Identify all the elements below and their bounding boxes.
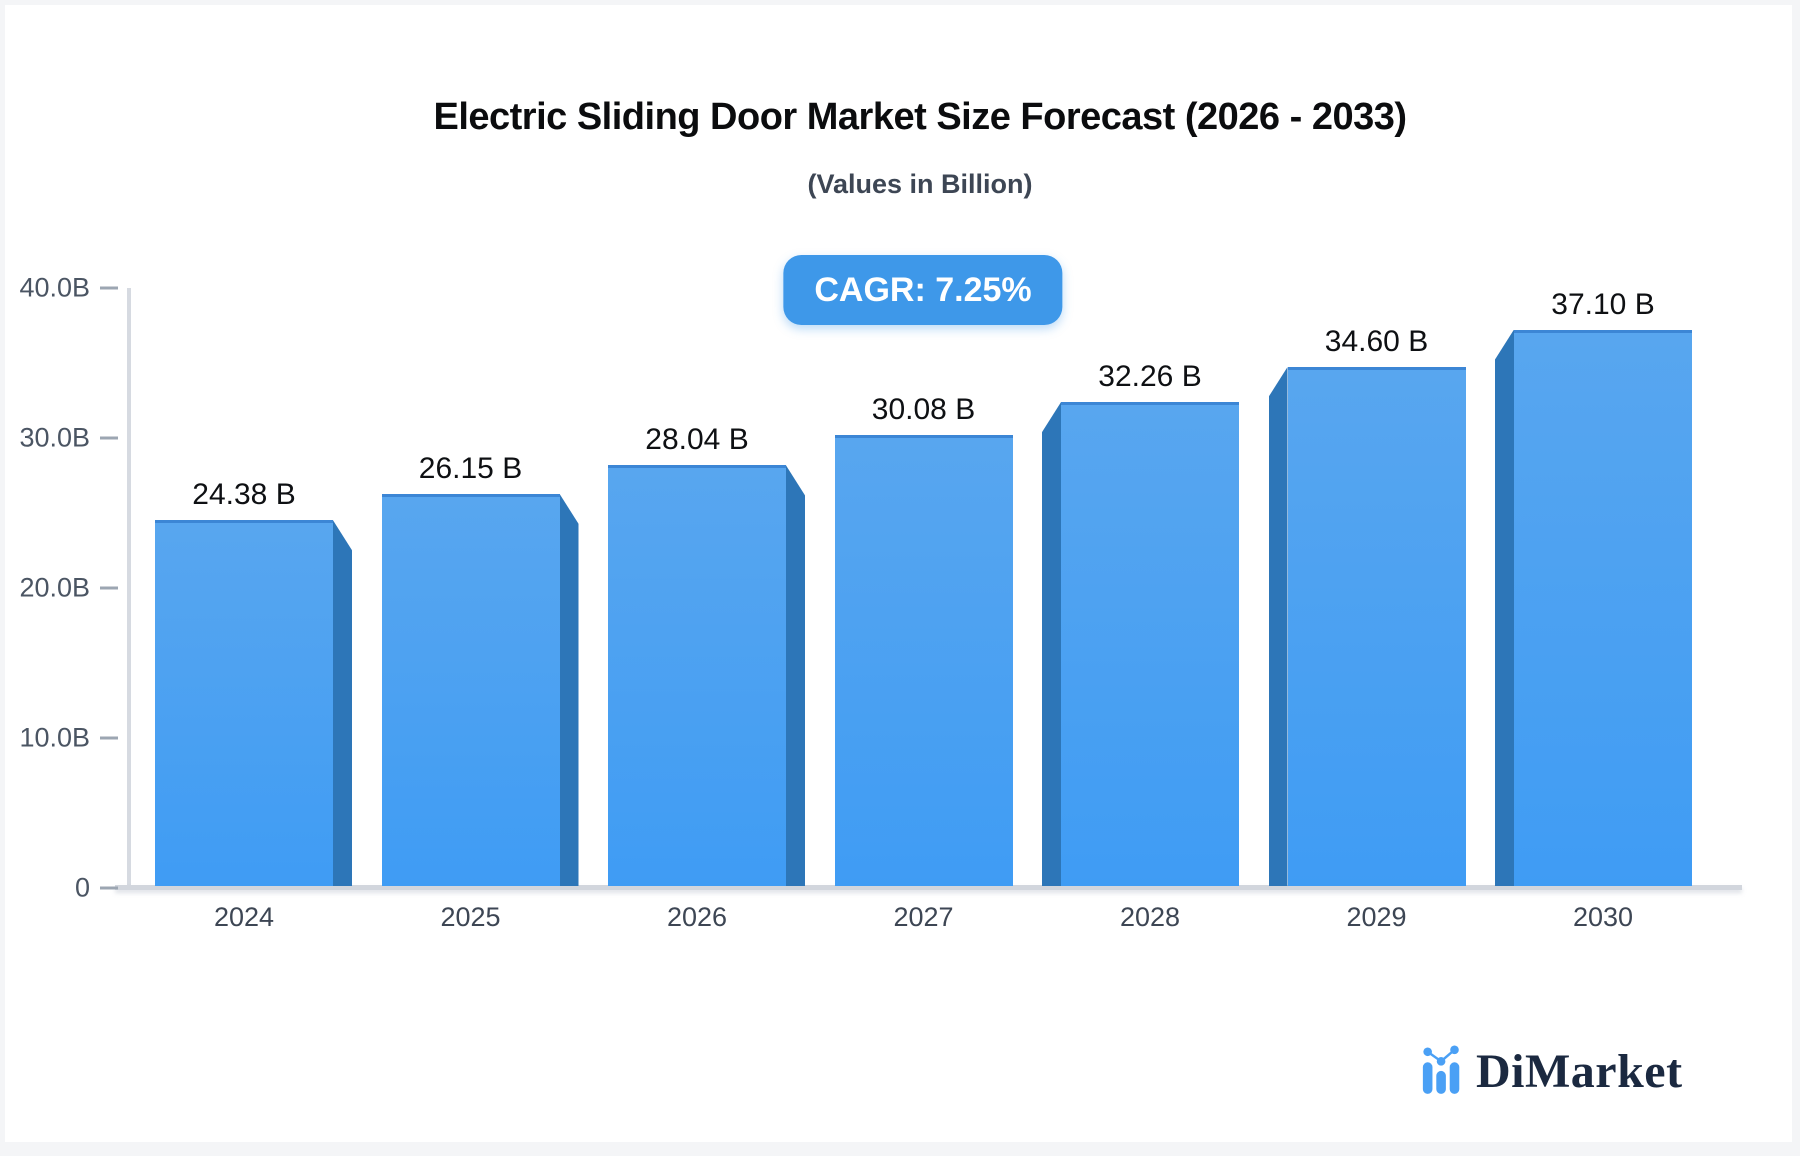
bar-2027 — [834, 434, 1013, 886]
x-tick-label-2025: 2025 — [440, 902, 501, 932]
bar-extrusion-side — [559, 493, 579, 886]
y-tick-label: 20.0B — [19, 572, 90, 603]
x-tick-label-2024: 2024 — [213, 902, 275, 932]
chart-subtitle: (Values in Billion) — [807, 169, 1033, 199]
y-tick-dash — [100, 436, 118, 440]
x-tick-label-2027: 2027 — [893, 902, 954, 932]
bar-extrusion-side — [1495, 329, 1514, 886]
y-tick-dash — [100, 736, 118, 740]
y-tick-label: 30.0B — [19, 422, 90, 453]
y-axis-line — [127, 288, 131, 886]
bar-value-label: 24.38 B — [192, 478, 296, 512]
y-tick-dash — [100, 886, 118, 890]
x-axis-line — [115, 885, 1742, 890]
x-tick-label-2030: 2030 — [1572, 902, 1634, 932]
cagr-badge: CAGR: 7.25% — [783, 255, 1063, 325]
bar-2028 — [1061, 402, 1239, 886]
bar-extrusion-side — [1268, 367, 1288, 886]
bar-value-label: 32.26 B — [1098, 360, 1202, 394]
bar-2030 — [1514, 329, 1692, 886]
y-tick-label: 0 — [74, 872, 90, 903]
y-tick-label: 10.0B — [19, 722, 90, 753]
bar-value-label: 34.60 B — [1324, 325, 1429, 358]
y-tick-dash — [100, 586, 118, 590]
x-tick-label-2028: 2028 — [1119, 902, 1181, 932]
x-tick-label-2029: 2029 — [1346, 902, 1407, 932]
x-tick-label-2026: 2026 — [666, 902, 728, 932]
bar-value-label: 30.08 B — [871, 392, 976, 426]
bar-extrusion-side — [333, 520, 352, 886]
dimarket-logo: DiMarket — [1420, 1043, 1683, 1096]
bar-extrusion-side — [1042, 402, 1061, 886]
y-tick-label: 40.0B — [19, 272, 90, 303]
bar-value-label: 26.15 B — [418, 451, 523, 485]
bar-2026 — [608, 465, 786, 886]
logo-text: DiMarket — [1476, 1045, 1683, 1098]
y-tick-dash — [100, 286, 118, 290]
bar-value-label: 37.10 B — [1551, 287, 1655, 321]
bar-2024 — [155, 520, 333, 886]
bar-2025 — [381, 493, 560, 886]
mini-bar-chart-icon — [1422, 1045, 1460, 1094]
bar-value-label: 28.04 B — [645, 423, 749, 457]
bar-extrusion-side — [786, 465, 805, 886]
bar-2029 — [1287, 367, 1466, 886]
chart-title: Electric Sliding Door Market Size Foreca… — [433, 96, 1407, 138]
